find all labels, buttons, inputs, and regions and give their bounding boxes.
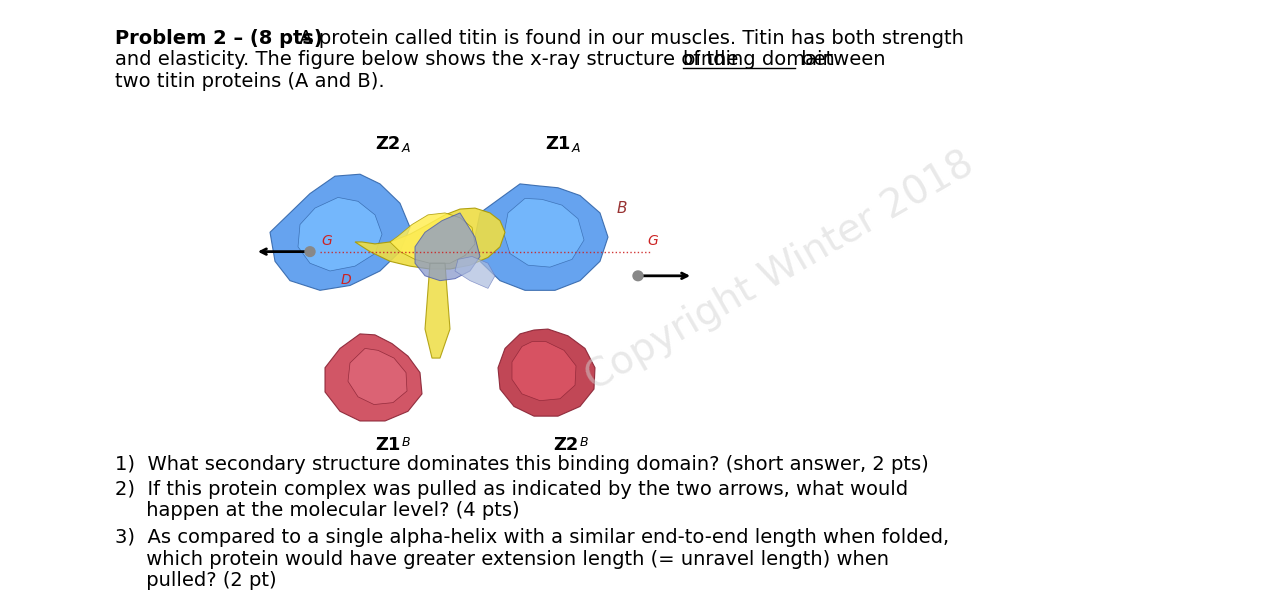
Text: Z2: Z2	[375, 135, 401, 153]
Circle shape	[305, 247, 315, 257]
Text: which protein would have greater extension length (= unravel length) when: which protein would have greater extensi…	[115, 550, 890, 569]
Text: A: A	[402, 142, 411, 155]
Text: 2)  If this protein complex was pulled as indicated by the two arrows, what woul: 2) If this protein complex was pulled as…	[115, 480, 908, 499]
Text: 1)  What secondary structure dominates this binding domain? (short answer, 2 pts: 1) What secondary structure dominates th…	[115, 455, 929, 474]
Text: G: G	[321, 234, 332, 248]
Text: two titin proteins (A and B).: two titin proteins (A and B).	[115, 71, 384, 91]
Polygon shape	[270, 174, 410, 290]
Text: Z1: Z1	[375, 435, 401, 454]
Text: B: B	[402, 435, 411, 448]
Text: Z1: Z1	[545, 135, 571, 153]
Polygon shape	[325, 334, 422, 421]
Text: A protein called titin is found in our muscles. Titin has both strength: A protein called titin is found in our m…	[293, 29, 964, 48]
Text: D: D	[340, 273, 352, 287]
Polygon shape	[348, 349, 407, 405]
Text: Problem 2 – (8 pts): Problem 2 – (8 pts)	[115, 29, 323, 48]
Text: G: G	[646, 234, 658, 248]
Polygon shape	[298, 198, 381, 271]
Text: Copyright Winter 2018: Copyright Winter 2018	[580, 144, 980, 398]
Polygon shape	[415, 213, 480, 281]
Text: A: A	[572, 142, 581, 155]
Polygon shape	[454, 257, 495, 289]
Text: binding domain: binding domain	[684, 50, 835, 70]
Circle shape	[634, 271, 643, 281]
Polygon shape	[475, 184, 608, 290]
Polygon shape	[390, 213, 475, 263]
Text: B: B	[617, 201, 627, 215]
Text: 3)  As compared to a single alpha-helix with a similar end-to-end length when fo: 3) As compared to a single alpha-helix w…	[115, 529, 950, 548]
Polygon shape	[504, 198, 584, 267]
Text: happen at the molecular level? (4 pts): happen at the molecular level? (4 pts)	[115, 502, 520, 520]
Text: B: B	[580, 435, 589, 448]
Polygon shape	[425, 263, 451, 358]
Text: between: between	[795, 50, 886, 70]
Text: and elasticity. The figure below shows the x-ray structure of the: and elasticity. The figure below shows t…	[115, 50, 745, 70]
Text: pulled? (2 pt): pulled? (2 pt)	[115, 571, 276, 590]
Polygon shape	[355, 208, 506, 269]
Text: Z2: Z2	[553, 435, 579, 454]
Polygon shape	[512, 342, 576, 401]
Polygon shape	[498, 329, 595, 416]
